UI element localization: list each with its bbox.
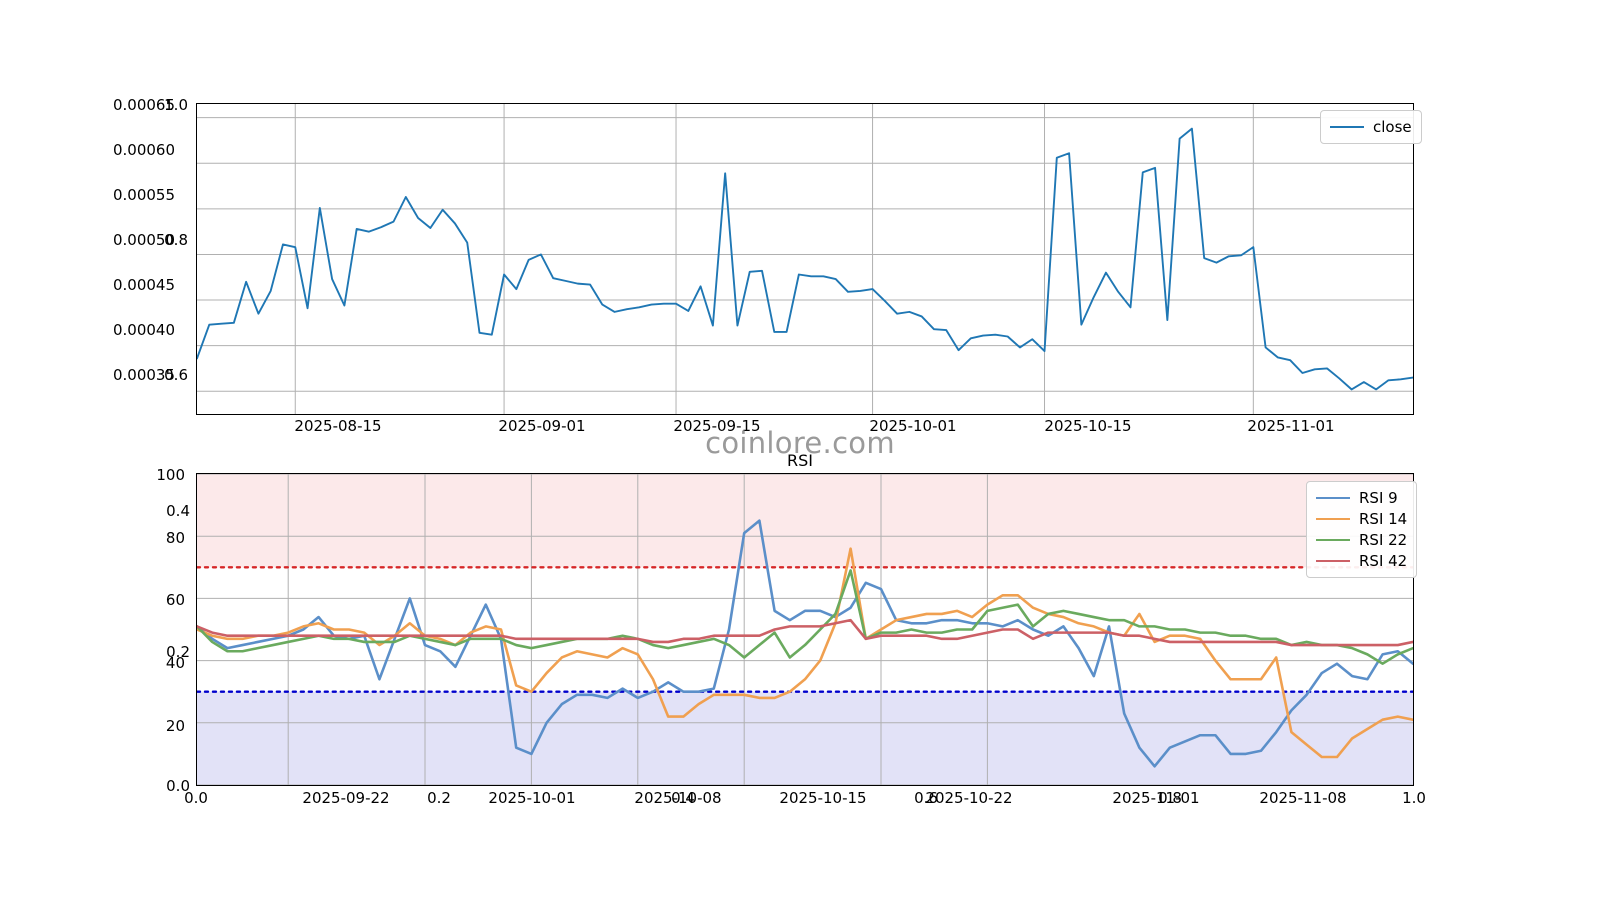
legend-label-close: close bbox=[1373, 117, 1412, 136]
legend-swatch-rsi-14 bbox=[1316, 517, 1350, 520]
rsi-chart-title: RSI bbox=[787, 451, 813, 470]
watermark: coinlore.com bbox=[705, 426, 895, 460]
rsi-ytick-overlay-0: 0.4 bbox=[166, 502, 190, 520]
price-xtick-3: 2025-10-01 bbox=[869, 417, 957, 435]
price-chart-legend[interactable]: close bbox=[1320, 110, 1422, 144]
legend-swatch-close bbox=[1330, 125, 1364, 128]
rsi-xtick-overlay-0: 0.0 bbox=[184, 789, 208, 807]
price-ytick-3: 0.00050 bbox=[112, 231, 175, 249]
legend-label-rsi-9: RSI 9 bbox=[1359, 488, 1398, 507]
rsi-xtick-overlay-4: 0.8 bbox=[1158, 789, 1182, 807]
legend-item-rsi-22[interactable]: RSI 22 bbox=[1316, 529, 1407, 550]
legend-item-close[interactable]: close bbox=[1330, 116, 1412, 137]
legend-label-rsi-14: RSI 14 bbox=[1359, 509, 1408, 528]
legend-swatch-rsi-9 bbox=[1316, 496, 1350, 499]
price-xtick-5: 2025-11-01 bbox=[1247, 417, 1335, 435]
price-ytick-overlay-2: 0.6 bbox=[164, 366, 188, 384]
legend-item-rsi-9[interactable]: RSI 9 bbox=[1316, 487, 1407, 508]
legend-label-rsi-22: RSI 22 bbox=[1359, 530, 1408, 549]
price-ytick-overlay-1: 0.8 bbox=[164, 231, 188, 249]
rsi-chart-plot-area bbox=[196, 473, 1414, 786]
price-ytick-1: 0.00060 bbox=[112, 141, 175, 159]
legend-item-rsi-14[interactable]: RSI 14 bbox=[1316, 508, 1407, 529]
price-xtick-2: 2025-09-15 bbox=[673, 417, 761, 435]
rsi-ytick-overlay-1: 0.2 bbox=[166, 643, 190, 661]
rsi-xtick-0: 2025-09-22 bbox=[302, 789, 390, 807]
legend-item-rsi-42[interactable]: RSI 42 bbox=[1316, 550, 1407, 571]
price-chart-svg bbox=[197, 104, 1413, 414]
price-ytick-0: 0.00065 bbox=[112, 96, 175, 114]
price-ytick-4: 0.00045 bbox=[112, 276, 175, 294]
price-xtick-1: 2025-09-01 bbox=[498, 417, 586, 435]
rsi-ytick-1: 80 bbox=[165, 529, 185, 547]
price-chart-plot-area bbox=[196, 103, 1414, 415]
rsi-xtick-overlay-5: 1.0 bbox=[1402, 789, 1426, 807]
rsi-ytick-0: 100 bbox=[156, 466, 185, 484]
price-ytick-overlay-0: 1.0 bbox=[164, 96, 188, 114]
price-xtick-4: 2025-10-15 bbox=[1044, 417, 1132, 435]
rsi-xtick-2: 2025-10-08 bbox=[634, 789, 722, 807]
rsi-ytick-4: 20 bbox=[165, 717, 185, 735]
rsi-xtick-overlay-3: 0.6 bbox=[914, 789, 938, 807]
rsi-chart-legend[interactable]: RSI 9 RSI 14 RSI 22 RSI 42 bbox=[1306, 481, 1418, 578]
rsi-xtick-6: 2025-11-08 bbox=[1259, 789, 1347, 807]
rsi-ytick-overlay-2: 0.0 bbox=[166, 777, 190, 795]
rsi-xtick-5: 2025-11-01 bbox=[1112, 789, 1200, 807]
rsi-xtick-1: 2025-10-01 bbox=[488, 789, 576, 807]
price-ytick-2: 0.00055 bbox=[112, 186, 175, 204]
rsi-xtick-4: 2025-10-22 bbox=[925, 789, 1013, 807]
price-ytick-5: 0.00040 bbox=[112, 321, 175, 339]
rsi-xtick-overlay-1: 0.2 bbox=[427, 789, 451, 807]
rsi-ytick-3: 40 bbox=[165, 654, 185, 672]
price-xtick-0: 2025-08-15 bbox=[294, 417, 382, 435]
rsi-chart-svg bbox=[197, 474, 1413, 785]
rsi-ytick-2: 60 bbox=[165, 591, 185, 609]
rsi-xtick-3: 2025-10-15 bbox=[779, 789, 867, 807]
legend-swatch-rsi-22 bbox=[1316, 538, 1350, 541]
legend-label-rsi-42: RSI 42 bbox=[1359, 551, 1408, 570]
price-ytick-6: 0.00035 bbox=[112, 366, 175, 384]
legend-swatch-rsi-42 bbox=[1316, 559, 1350, 562]
rsi-xtick-overlay-2: 0.4 bbox=[671, 789, 695, 807]
